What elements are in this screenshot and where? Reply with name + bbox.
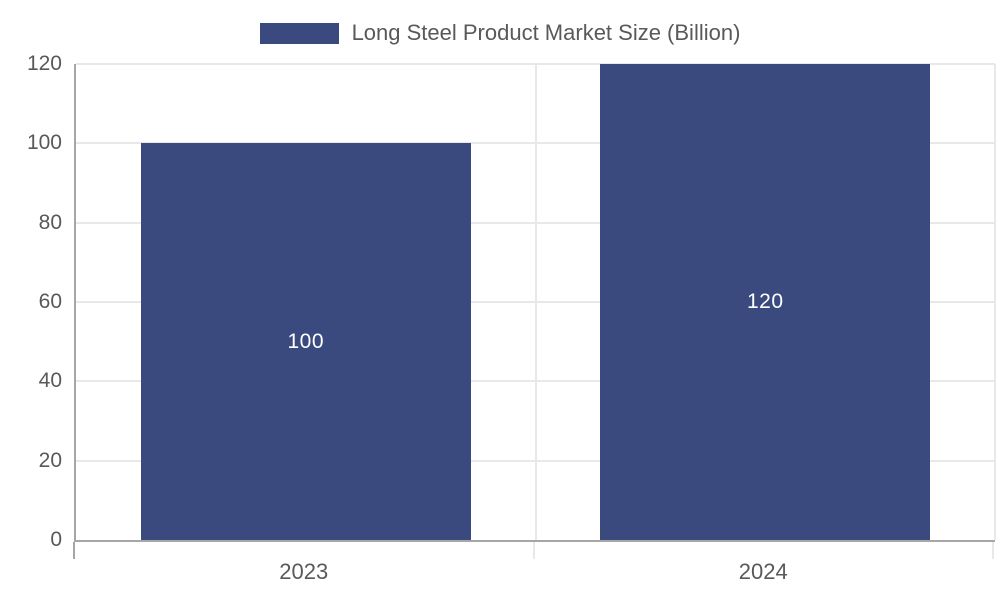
bar-value-label-2023: 100 [287,329,325,353]
y-tick-label-120: 120 [26,52,62,75]
x-axis-tick-0 [73,542,75,559]
y-tick-label-40: 40 [38,369,62,393]
gridline-x-1 [534,64,537,540]
y-tick-label-0: 0 [50,528,62,551]
y-tick-label-20: 20 [38,448,62,472]
x-axis-tick-1 [532,542,535,559]
legend: Long Steel Product Market Size (Billion) [0,14,1000,52]
x-axis-tick-2 [992,542,994,559]
x-tick-label-2024: 2024 [738,559,788,584]
legend-label: Long Steel Product Market Size (Billion) [351,20,741,45]
legend-swatch [259,22,339,44]
y-tick-label-100: 100 [26,131,62,155]
gridline-x-2 [994,64,996,540]
plot-area: 100 120 [74,63,996,542]
bar-2024: 120 [600,64,931,540]
y-tick-label-60: 60 [38,290,62,313]
y-tick-label-80: 80 [38,210,62,234]
bar-2023: 100 [140,143,471,540]
x-tick-label-2023: 2023 [279,559,329,584]
bar-value-label-2024: 120 [746,290,784,313]
